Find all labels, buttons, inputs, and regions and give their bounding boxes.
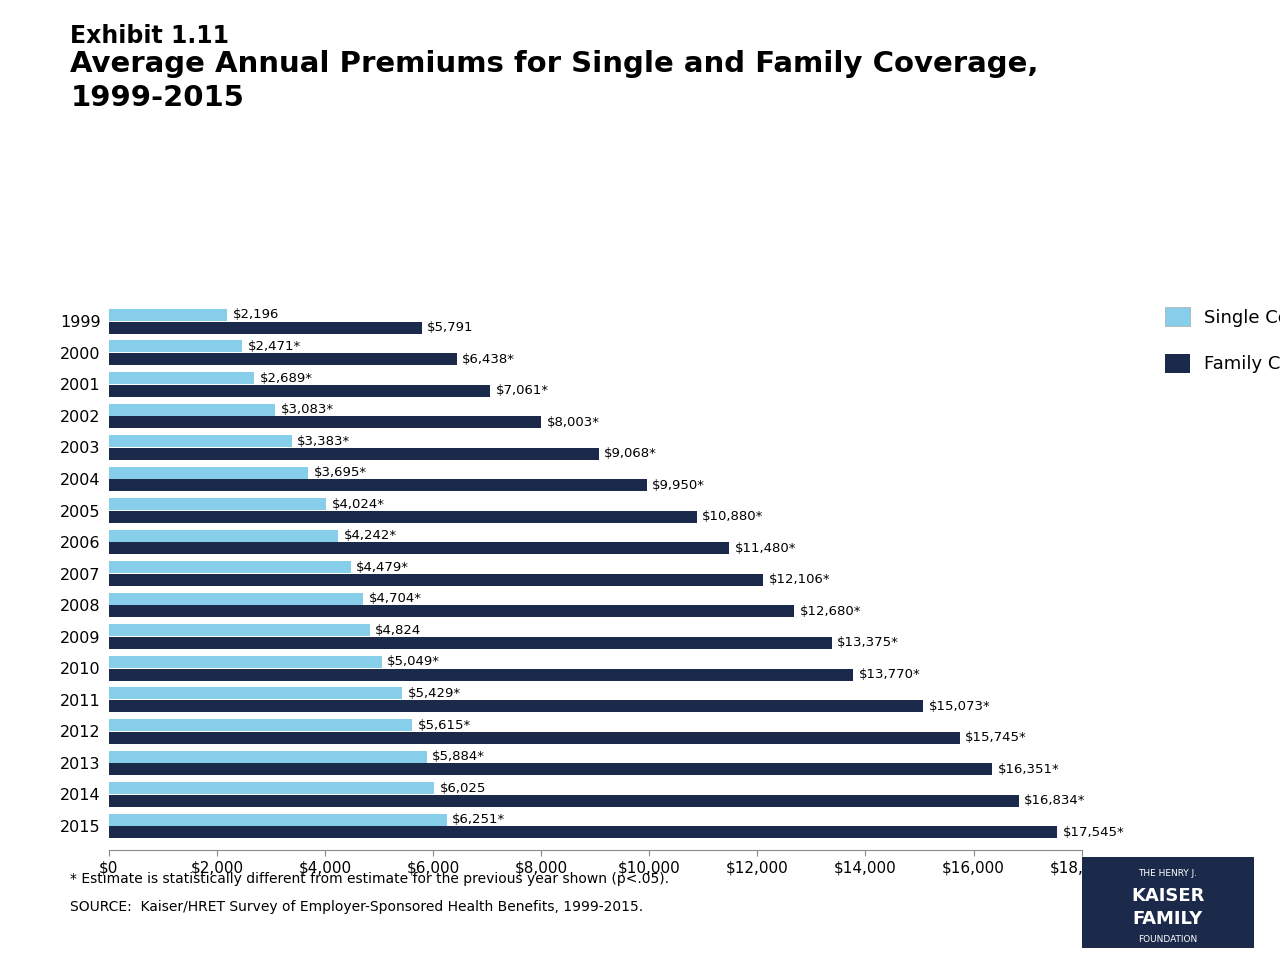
Bar [109,479,646,492]
Text: $5,791: $5,791 [428,321,474,334]
Bar [109,763,992,775]
Text: $13,770*: $13,770* [859,668,920,681]
Bar [109,467,308,479]
Bar [109,542,730,554]
Bar [109,447,599,460]
Bar [109,403,275,416]
Text: Exhibit 1.11: Exhibit 1.11 [70,24,229,48]
Text: $3,383*: $3,383* [297,435,351,447]
Bar [109,417,541,428]
Text: $16,351*: $16,351* [998,762,1060,776]
Text: $2,689*: $2,689* [260,372,312,385]
Bar [109,687,402,700]
Bar [109,322,422,333]
Text: $12,680*: $12,680* [800,605,861,618]
Bar [109,827,1057,838]
Text: FAMILY: FAMILY [1133,910,1203,928]
Text: $15,073*: $15,073* [929,700,991,712]
Bar [109,511,696,523]
Text: $15,745*: $15,745* [965,732,1027,744]
Text: $8,003*: $8,003* [547,416,600,429]
Bar [109,498,326,510]
Bar [109,656,381,668]
Text: * Estimate is statistically different from estimate for the previous year shown : * Estimate is statistically different fr… [70,872,669,886]
Text: FOUNDATION: FOUNDATION [1138,935,1198,944]
Text: $6,025: $6,025 [440,781,486,795]
Bar [109,624,370,636]
Bar [109,385,490,396]
Text: $12,106*: $12,106* [768,573,831,587]
Bar [109,719,412,731]
Text: $16,834*: $16,834* [1024,794,1085,807]
Legend: Single Coverage, Family Coverage: Single Coverage, Family Coverage [1165,306,1280,373]
Text: $5,884*: $5,884* [433,750,485,763]
Bar [109,435,292,447]
Bar [109,309,228,321]
Bar [109,353,457,365]
Bar [109,372,255,384]
Text: THE HENRY J.: THE HENRY J. [1138,869,1198,878]
Text: $5,615*: $5,615* [417,718,471,732]
Text: SOURCE:  Kaiser/HRET Survey of Employer-Sponsored Health Benefits, 1999-2015.: SOURCE: Kaiser/HRET Survey of Employer-S… [70,900,644,915]
Text: Average Annual Premiums for Single and Family Coverage,: Average Annual Premiums for Single and F… [70,50,1039,78]
Text: $4,242*: $4,242* [343,529,397,542]
Text: $4,824: $4,824 [375,624,421,636]
Text: $3,083*: $3,083* [280,403,334,416]
Text: $4,479*: $4,479* [356,561,410,574]
Bar [109,530,338,541]
Text: $6,251*: $6,251* [452,813,506,827]
Bar [109,795,1019,806]
Text: $17,545*: $17,545* [1062,826,1124,839]
Bar [109,637,832,649]
Text: KAISER: KAISER [1132,887,1204,905]
Text: $9,068*: $9,068* [604,447,657,460]
Bar [109,751,426,762]
Text: $7,061*: $7,061* [495,384,549,397]
Text: $10,880*: $10,880* [703,511,764,523]
Text: $6,438*: $6,438* [462,352,515,366]
Bar [109,341,242,352]
Bar [109,606,794,617]
Bar [109,732,960,744]
Bar [109,700,923,712]
Text: $2,471*: $2,471* [248,340,301,353]
Text: $11,480*: $11,480* [735,541,796,555]
Bar [109,562,351,573]
Text: $2,196: $2,196 [233,308,279,322]
Bar [109,782,434,794]
Bar [109,814,447,826]
Bar [109,574,763,586]
Text: $13,375*: $13,375* [837,636,899,650]
Text: $9,950*: $9,950* [652,479,705,492]
Bar [109,668,852,681]
Text: $4,024*: $4,024* [332,497,385,511]
Text: $4,704*: $4,704* [369,592,421,606]
Text: $5,429*: $5,429* [407,687,461,700]
Bar [109,593,364,605]
Text: 1999-2015: 1999-2015 [70,84,244,112]
Text: $3,695*: $3,695* [314,467,367,479]
Text: $5,049*: $5,049* [387,656,440,668]
